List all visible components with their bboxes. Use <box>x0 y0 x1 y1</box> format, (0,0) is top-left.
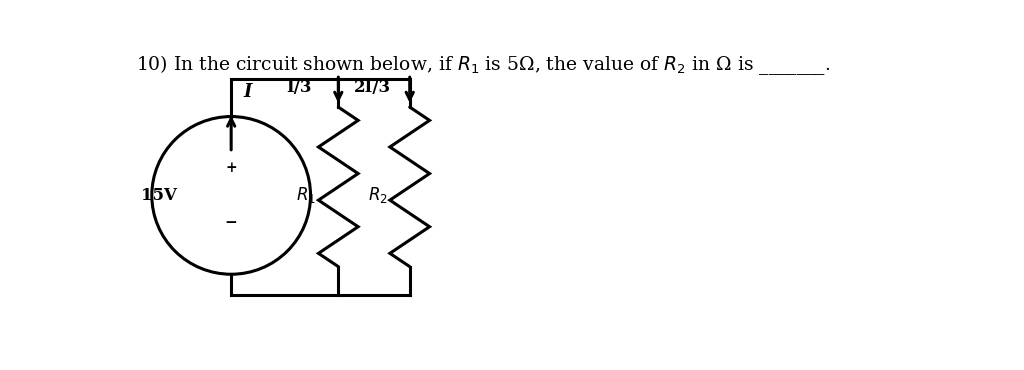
Text: 2I/3: 2I/3 <box>354 79 391 96</box>
Text: I/3: I/3 <box>286 79 311 96</box>
Text: −: − <box>225 216 238 230</box>
Text: +: + <box>225 161 237 175</box>
Text: $R_2$: $R_2$ <box>368 185 387 205</box>
Text: 15V: 15V <box>141 187 177 204</box>
Text: $R_1$: $R_1$ <box>296 185 316 205</box>
Text: 10) In the circuit shown below, if $R_1$ is 5Ω, the value of $R_2$ in Ω is _____: 10) In the circuit shown below, if $R_1$… <box>136 53 830 77</box>
Text: I: I <box>243 83 252 101</box>
